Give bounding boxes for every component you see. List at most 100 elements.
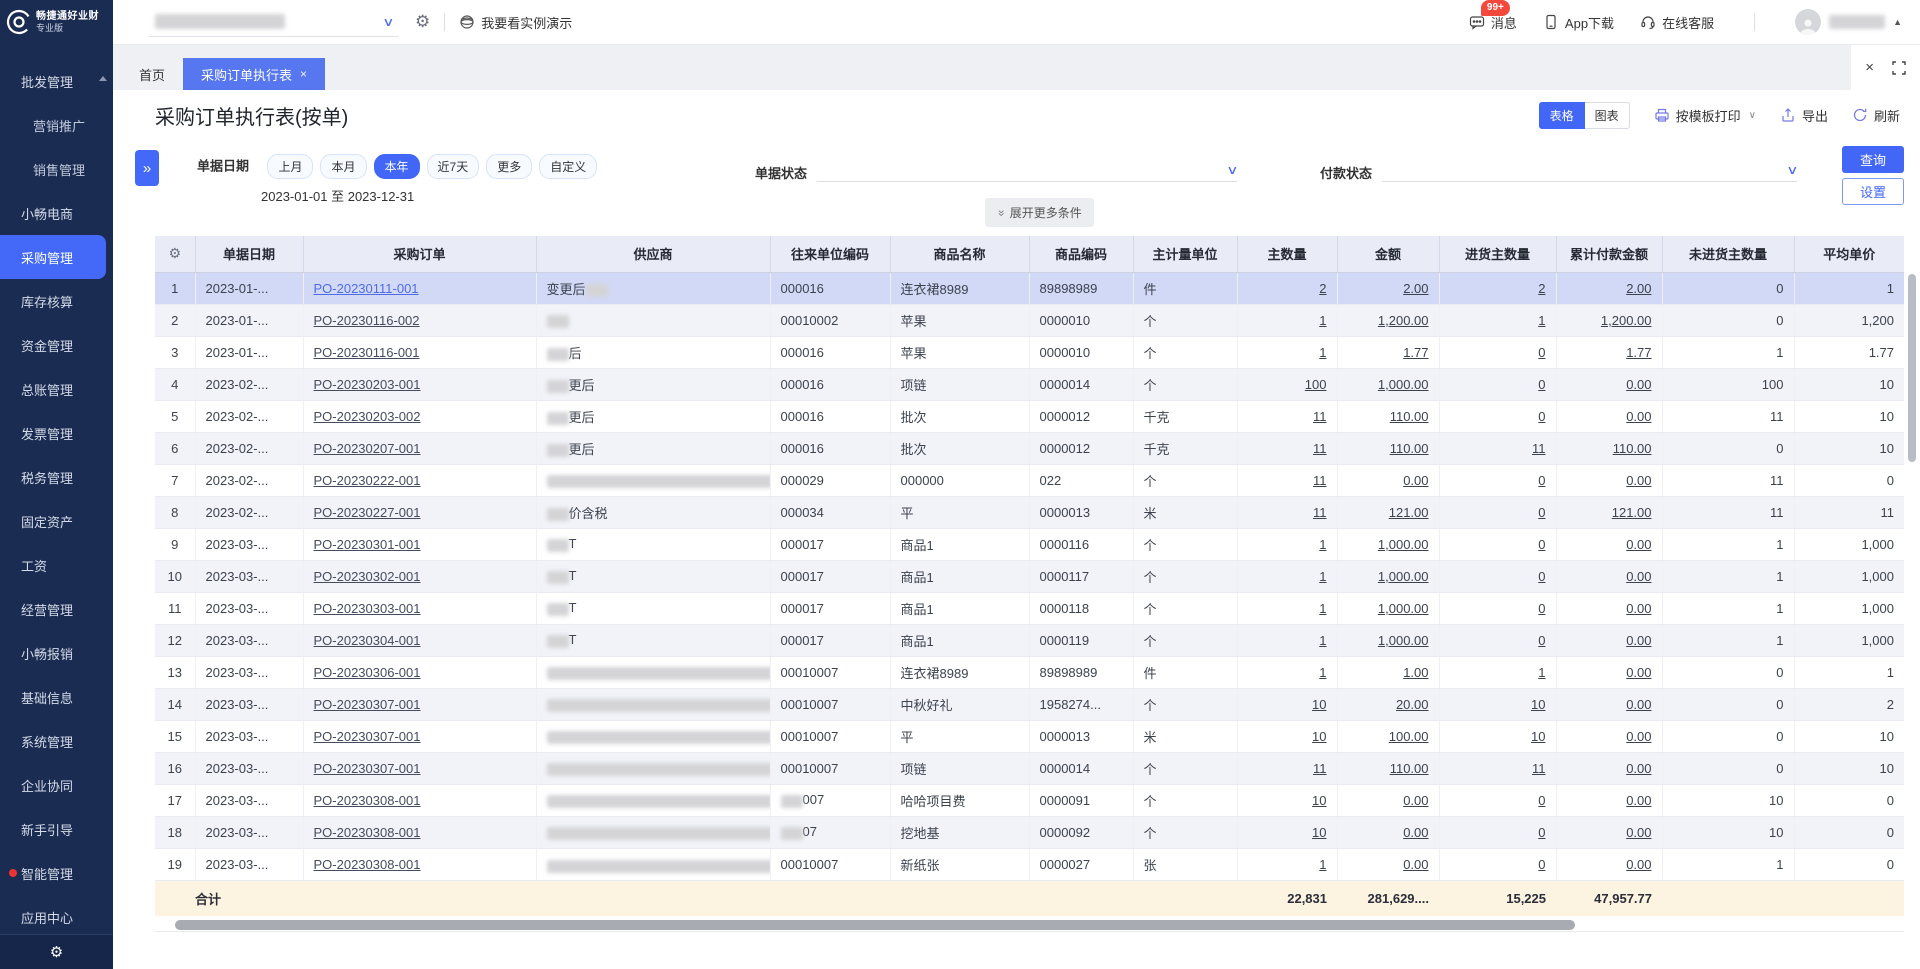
app-download-button[interactable]: App下载	[1543, 13, 1614, 32]
sidebar-item-新手引导[interactable]: 新手引导	[0, 807, 113, 851]
sidebar-item-税务管理[interactable]: 税务管理	[0, 455, 113, 499]
expand-more-conditions-button[interactable]: « 展开更多条件	[985, 198, 1094, 227]
po-link[interactable]: PO-20230308-001	[313, 792, 421, 808]
sidebar-settings-gear-icon[interactable]: ⚙	[49, 944, 64, 961]
received-qty-link[interactable]: 0	[1538, 792, 1546, 808]
received-qty-link[interactable]: 0	[1538, 568, 1546, 584]
received-qty-link[interactable]: 1	[1538, 664, 1546, 680]
qty-link[interactable]: 1	[1319, 856, 1327, 872]
paid-amount-link[interactable]: 0.00	[1626, 696, 1652, 712]
refresh-button[interactable]: 刷新	[1852, 106, 1900, 125]
po-link[interactable]: PO-20230203-001	[313, 376, 421, 392]
date-pill-近7天[interactable]: 近7天	[426, 154, 480, 179]
amount-link[interactable]: 20.00	[1395, 696, 1429, 712]
column-header-累计付款金额[interactable]: 累计付款金额	[1556, 236, 1663, 273]
column-header-商品编码[interactable]: 商品编码	[1029, 236, 1134, 273]
table-row[interactable]: 18 2023-03-... PO-20230308-001 07 挖地基 0000092…	[155, 816, 1904, 849]
qty-link[interactable]: 10	[1312, 792, 1327, 808]
received-qty-link[interactable]: 0	[1538, 536, 1546, 552]
qty-link[interactable]: 1	[1319, 664, 1327, 680]
qty-link[interactable]: 11	[1313, 408, 1327, 424]
qty-link[interactable]: 2	[1319, 280, 1327, 296]
table-row[interactable]: 6 2023-02-... PO-20230207-001 更后 000016 批次 000…	[155, 432, 1904, 465]
settings-button[interactable]: 设置	[1842, 178, 1904, 205]
column-header-进货主数量[interactable]: 进货主数量	[1439, 236, 1557, 273]
amount-link[interactable]: 110.00	[1389, 408, 1429, 424]
date-pill-自定义[interactable]: 自定义	[539, 154, 598, 179]
paid-amount-link[interactable]: 0.00	[1626, 856, 1652, 872]
table-row[interactable]: 7 2023-02-... PO-20230222-001 000029 000000 0…	[155, 464, 1904, 497]
tab-首页[interactable]: 首页	[121, 58, 183, 90]
messages-button[interactable]: 99+ 消息	[1469, 0, 1517, 32]
table-row[interactable]: 9 2023-03-... PO-20230301-001 T 000017 商品1 000…	[155, 528, 1904, 561]
table-row[interactable]: 12 2023-03-... PO-20230304-001 T 000017 商品1 00…	[155, 624, 1904, 657]
amount-link[interactable]: 1,000.00	[1377, 632, 1429, 648]
fullscreen-icon[interactable]	[1892, 60, 1906, 75]
amount-link[interactable]: 1.77	[1403, 344, 1429, 360]
sidebar-item-企业协同[interactable]: 企业协同	[0, 763, 113, 807]
tab-采购订单执行表[interactable]: 采购订单执行表 ×	[183, 58, 326, 90]
column-header-未进货主数量[interactable]: 未进货主数量	[1662, 236, 1795, 273]
paid-amount-link[interactable]: 1,200.00	[1600, 312, 1652, 328]
paid-amount-link[interactable]: 0.00	[1626, 472, 1652, 488]
date-pill-更多[interactable]: 更多	[486, 154, 533, 179]
column-header-采购订单[interactable]: 采购订单	[303, 236, 537, 273]
close-tab-icon[interactable]: ×	[300, 67, 308, 81]
paid-amount-link[interactable]: 0.00	[1626, 632, 1652, 648]
date-pill-上月[interactable]: 上月	[267, 154, 314, 179]
amount-link[interactable]: 0.00	[1403, 792, 1429, 808]
received-qty-link[interactable]: 0	[1538, 856, 1546, 872]
column-header-往来单位编码[interactable]: 往来单位编码	[770, 236, 891, 273]
sidebar-item-小畅报销[interactable]: 小畅报销	[0, 631, 113, 675]
amount-link[interactable]: 1,000.00	[1377, 568, 1429, 584]
column-header-单据日期[interactable]: 单据日期	[195, 236, 304, 273]
qty-link[interactable]: 10	[1312, 728, 1327, 744]
po-link[interactable]: PO-20230227-001	[313, 504, 421, 520]
received-qty-link[interactable]: 0	[1538, 472, 1546, 488]
qty-link[interactable]: 1	[1319, 344, 1327, 360]
sidebar-item-经营管理[interactable]: 经营管理	[0, 587, 113, 631]
po-link[interactable]: PO-20230111-001	[313, 280, 419, 296]
amount-link[interactable]: 100.00	[1388, 728, 1429, 744]
received-qty-link[interactable]: 0	[1538, 408, 1546, 424]
qty-link[interactable]: 11	[1313, 760, 1327, 776]
qty-link[interactable]: 1	[1319, 632, 1327, 648]
table-row[interactable]: 8 2023-02-... PO-20230227-001 价含税 000034 平 000…	[155, 496, 1904, 529]
amount-link[interactable]: 110.00	[1389, 760, 1429, 776]
amount-link[interactable]: 1.00	[1403, 664, 1429, 680]
amount-link[interactable]: 2.00	[1403, 280, 1429, 296]
topbar-settings-gear-icon[interactable]: ⚙	[415, 12, 431, 31]
qty-link[interactable]: 1	[1319, 536, 1327, 552]
po-link[interactable]: PO-20230307-001	[313, 760, 421, 776]
amount-link[interactable]: 1,200.00	[1377, 312, 1429, 328]
column-header-供应商[interactable]: 供应商	[536, 236, 771, 273]
qty-link[interactable]: 11	[1313, 504, 1327, 520]
vertical-scrollbar[interactable]	[1908, 274, 1916, 462]
view-table-button[interactable]: 表格	[1538, 101, 1585, 129]
po-link[interactable]: PO-20230308-001	[313, 824, 421, 840]
paid-amount-link[interactable]: 0.00	[1626, 792, 1652, 808]
paid-amount-link[interactable]: 0.00	[1626, 536, 1652, 552]
qty-link[interactable]: 1	[1319, 312, 1327, 328]
paid-amount-link[interactable]: 110.00	[1612, 440, 1652, 456]
received-qty-link[interactable]: 0	[1538, 376, 1546, 392]
po-link[interactable]: PO-20230222-001	[313, 472, 421, 488]
table-row[interactable]: 3 2023-01-... PO-20230116-001 后 000016 苹果 0000…	[155, 336, 1904, 369]
received-qty-link[interactable]: 1	[1538, 312, 1546, 328]
sidebar-item-销售管理[interactable]: 销售管理	[0, 147, 113, 191]
sidebar-item-系统管理[interactable]: 系统管理	[0, 719, 113, 763]
sidebar-item-发票管理[interactable]: 发票管理	[0, 411, 113, 455]
sidebar-item-总账管理[interactable]: 总账管理	[0, 367, 113, 411]
paid-amount-link[interactable]: 0.00	[1626, 408, 1652, 424]
doc-status-select[interactable]: ∨	[817, 158, 1239, 182]
table-row[interactable]: 10 2023-03-... PO-20230302-001 T 000017 商品1 00…	[155, 560, 1904, 593]
po-link[interactable]: PO-20230306-001	[313, 664, 421, 680]
paid-amount-link[interactable]: 1.77	[1626, 344, 1652, 360]
qty-link[interactable]: 1	[1319, 600, 1327, 616]
date-pill-本月[interactable]: 本月	[320, 154, 367, 179]
table-row[interactable]: 4 2023-02-... PO-20230203-001 更后 000016 项链 000…	[155, 368, 1904, 401]
org-selector[interactable]: ∨	[149, 7, 399, 37]
sidebar-item-批发管理[interactable]: 批发管理	[0, 59, 113, 103]
po-link[interactable]: PO-20230303-001	[313, 600, 421, 616]
